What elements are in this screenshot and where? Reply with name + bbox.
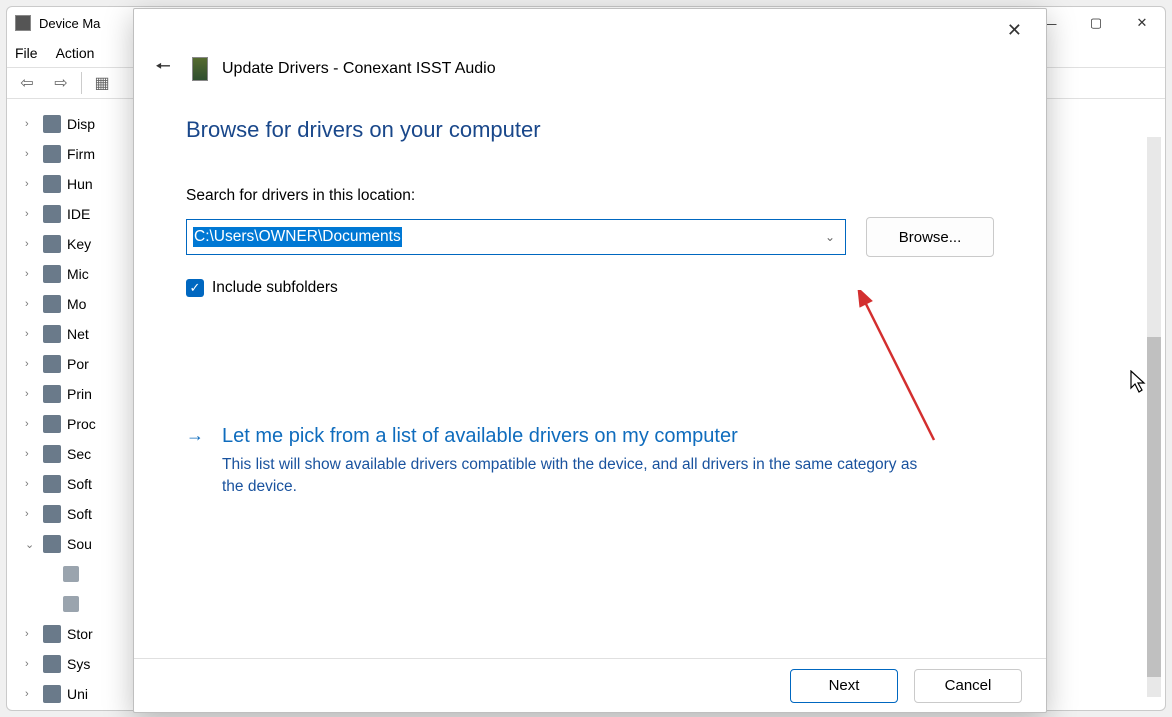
device-icon <box>192 57 208 81</box>
bg-title: Device Ma <box>39 16 100 31</box>
path-row: C:\Users\OWNER\Documents ⌄ Browse... <box>186 217 994 257</box>
next-button[interactable]: Next <box>790 669 898 703</box>
chevron-down-icon[interactable]: ⌄ <box>825 230 835 244</box>
close-button[interactable]: ✕ <box>1119 7 1165 39</box>
path-combobox[interactable]: C:\Users\OWNER\Documents ⌄ <box>186 219 846 255</box>
search-label: Search for drivers in this location: <box>186 187 994 205</box>
arrow-right-icon: → <box>186 425 206 446</box>
dialog-heading: Browse for drivers on your computer <box>186 117 994 143</box>
browse-button[interactable]: Browse... <box>866 217 994 257</box>
dialog-title: Update Drivers - Conexant ISST Audio <box>222 60 496 78</box>
pick-subtitle: This list will show available drivers co… <box>222 454 922 499</box>
dialog-header: ✕ <box>134 9 1046 51</box>
path-value: C:\Users\OWNER\Documents <box>193 227 402 247</box>
nav-forward-icon[interactable]: ⇨ <box>47 71 75 95</box>
bg-scroll-thumb[interactable] <box>1147 337 1161 677</box>
device-manager-icon <box>15 15 31 31</box>
update-drivers-dialog: ✕ 🠔 Update Drivers - Conexant ISST Audio… <box>133 8 1047 713</box>
menu-file[interactable]: File <box>15 45 38 61</box>
cancel-button[interactable]: Cancel <box>914 669 1022 703</box>
pick-title[interactable]: Let me pick from a list of available dri… <box>222 425 922 448</box>
toolbar-separator <box>81 72 82 94</box>
dialog-body: Browse for drivers on your computer Sear… <box>134 87 1046 658</box>
nav-back-icon[interactable]: ⇦ <box>13 71 41 95</box>
dialog-back-button[interactable]: 🠔 <box>148 54 178 84</box>
dialog-title-row: 🠔 Update Drivers - Conexant ISST Audio <box>134 51 1046 87</box>
maximize-button[interactable]: ▢ <box>1073 7 1119 39</box>
dialog-close-button[interactable]: ✕ <box>997 14 1032 47</box>
dialog-footer: Next Cancel <box>134 658 1046 712</box>
bg-scrollbar[interactable] <box>1147 137 1161 697</box>
pick-from-list-section[interactable]: → Let me pick from a list of available d… <box>186 425 994 499</box>
menu-action[interactable]: Action <box>56 45 95 61</box>
toolbar-view-icon[interactable]: ▦ <box>88 71 116 95</box>
include-subfolders-row[interactable]: ✓ Include subfolders <box>186 279 994 297</box>
include-subfolders-checkbox[interactable]: ✓ <box>186 279 204 297</box>
include-subfolders-label: Include subfolders <box>212 279 338 297</box>
window-controls: — ▢ ✕ <box>1027 7 1165 39</box>
